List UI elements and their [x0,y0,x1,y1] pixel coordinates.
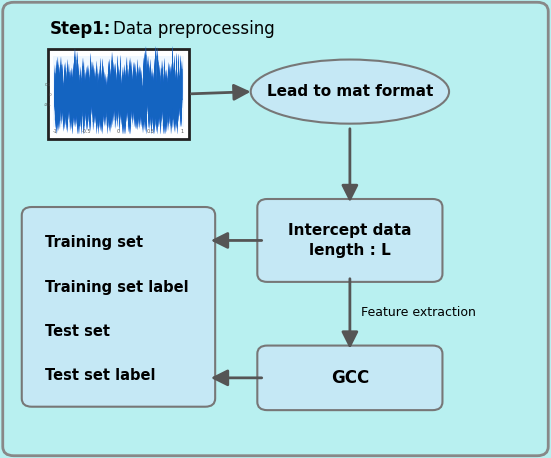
Text: Training set label: Training set label [45,279,189,294]
Text: Test set: Test set [45,324,110,339]
FancyBboxPatch shape [3,2,548,456]
Ellipse shape [251,60,449,124]
Text: 0: 0 [49,93,52,97]
Text: Test set label: Test set label [45,368,156,383]
FancyBboxPatch shape [257,346,442,410]
Text: Training set: Training set [45,235,144,250]
Text: Data preprocessing: Data preprocessing [113,20,275,38]
FancyBboxPatch shape [53,56,184,127]
Text: GCC: GCC [331,369,369,387]
Text: 0: 0 [117,129,120,134]
Text: Lead to mat format: Lead to mat format [267,84,433,99]
Text: -1: -1 [52,129,57,134]
FancyBboxPatch shape [257,199,442,282]
Text: 0.1: 0.1 [45,83,52,87]
Text: -0.5: -0.5 [82,129,91,134]
FancyBboxPatch shape [48,49,188,139]
Text: Intercept data
length : L: Intercept data length : L [288,223,412,258]
Text: -0.1: -0.1 [44,103,52,107]
Text: 1: 1 [181,129,183,134]
Text: 0.5: 0.5 [147,129,154,134]
Text: Feature extraction: Feature extraction [361,306,476,319]
Text: Step1:: Step1: [50,20,111,38]
FancyBboxPatch shape [21,207,215,407]
